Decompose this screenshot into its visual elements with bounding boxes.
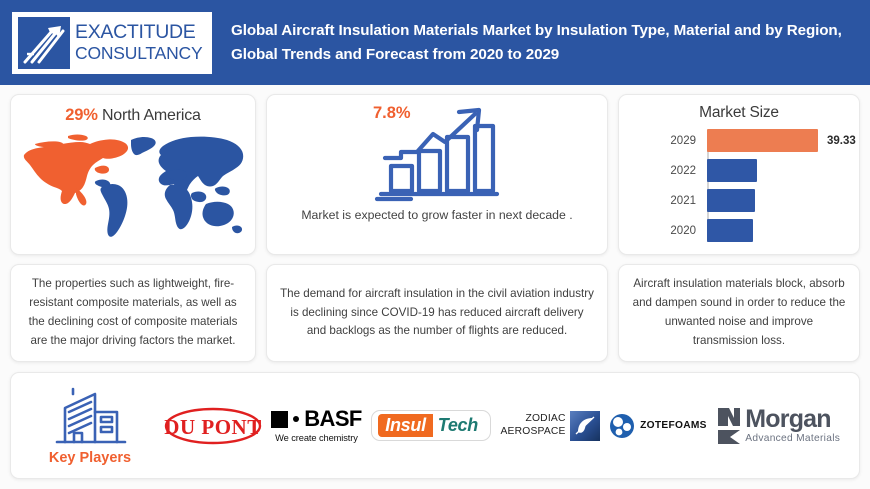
insultech-part-2: Tech (430, 414, 484, 437)
bar-2020 (707, 219, 753, 242)
insultech-logo: Insul Tech (371, 410, 491, 441)
building-icon (55, 387, 127, 443)
bar-category-label: 2022 (670, 164, 696, 177)
dupont-wordmark: DU PONT (164, 415, 261, 439)
region-percent: 29% (65, 106, 98, 124)
benefits-text: Aircraft insulation materials block, abs… (632, 277, 846, 347)
bar-value-label: 39.33 (827, 134, 856, 147)
restraints-text: The demand for aircraft insulation in th… (280, 286, 594, 338)
growth-caption: Market is expected to grow faster in nex… (301, 208, 573, 222)
insultech-part-1: Insul (378, 414, 431, 437)
market-size-chart: 2029 39.33 2022 2021 2020 (619, 128, 859, 246)
basf-tagline: We create chemistry (275, 433, 358, 443)
world-map-icon (23, 134, 244, 237)
logo-line-1: EXACTITUDE (75, 21, 196, 43)
dupont-logo-icon: DU PONT (164, 407, 261, 444)
bar-2021 (707, 189, 755, 212)
growth-rate-card: 7.8% (266, 94, 608, 255)
restraints-card: The demand for aircraft insulation in th… (266, 264, 608, 362)
region-heading: 29% North America (11, 106, 255, 125)
bar-row: 2022 (633, 158, 859, 183)
zodiac-emblem-icon (569, 410, 600, 441)
partner-logos: DU PONT BASF We create chemistry Insul T… (159, 406, 849, 446)
company-logo: EXACTITUDE CONSULTANCY (12, 11, 212, 74)
bar-category-label: 2020 (670, 224, 696, 237)
bar-category-label: 2021 (670, 194, 696, 207)
key-players-block: Key Players (21, 386, 159, 466)
zodiac-aerospace-logo: ZODIAC AEROSPACE (500, 410, 600, 441)
logo-line-2: CONSULTANCY (75, 42, 203, 63)
zotefoams-emblem-icon (610, 413, 635, 438)
bar-row: 2029 39.33 (633, 128, 859, 153)
region-name: North America (101, 107, 201, 124)
bar-row: 2021 (633, 188, 859, 213)
page-title: Global Aircraft Insulation Materials Mar… (231, 21, 842, 63)
growth-percent: 7.8% (373, 104, 411, 122)
zodiac-wordmark: ZODIAC AEROSPACE (500, 413, 565, 437)
morgan-emblem-icon (718, 407, 741, 444)
basf-wordmark: BASF (304, 406, 362, 431)
drivers-text: The properties such as lightweight, fire… (28, 277, 238, 347)
key-players-card: Key Players DU PONT BASF We create chem (10, 372, 860, 479)
key-players-label: Key Players (48, 449, 132, 466)
zodiac-line-1: ZODIAC (525, 413, 566, 425)
bar-category-label: 2029 (670, 134, 696, 147)
basf-square-icon (271, 410, 289, 428)
morgan-wordmark: Morgan (745, 404, 831, 433)
chart-title: Market Size (699, 104, 779, 121)
morgan-tagline: Advanced Materials (745, 432, 841, 444)
zotefoams-logo: ZOTEFOAMS (609, 413, 707, 439)
dupont-logo: DU PONT (164, 406, 262, 446)
zodiac-line-2: AEROSPACE (500, 425, 566, 437)
morgan-logo: Morgan Advanced Materials (716, 406, 840, 446)
bar-row: 2020 (633, 218, 859, 243)
upward-arrows-icon (18, 16, 70, 69)
growth-bar-chart-arrow-icon (374, 107, 500, 202)
region-share-card: 29% North America (10, 94, 256, 255)
market-size-card: Market Size 2029 39.33 2022 2021 2020 (618, 94, 860, 255)
benefits-card: Aircraft insulation materials block, abs… (618, 264, 860, 362)
basf-dot-icon (293, 416, 300, 422)
page-header: EXACTITUDE CONSULTANCY Global Aircraft I… (0, 0, 870, 85)
bar-2029 (707, 129, 818, 152)
bar-2022 (707, 159, 757, 182)
chart-axis-line (707, 130, 709, 242)
drivers-card: The properties such as lightweight, fire… (10, 264, 256, 362)
logo-wordmark: EXACTITUDE CONSULTANCY (75, 21, 203, 63)
zotefoams-wordmark: ZOTEFOAMS (640, 420, 707, 431)
world-map (11, 129, 255, 241)
basf-logo: BASF We create chemistry (271, 408, 362, 443)
